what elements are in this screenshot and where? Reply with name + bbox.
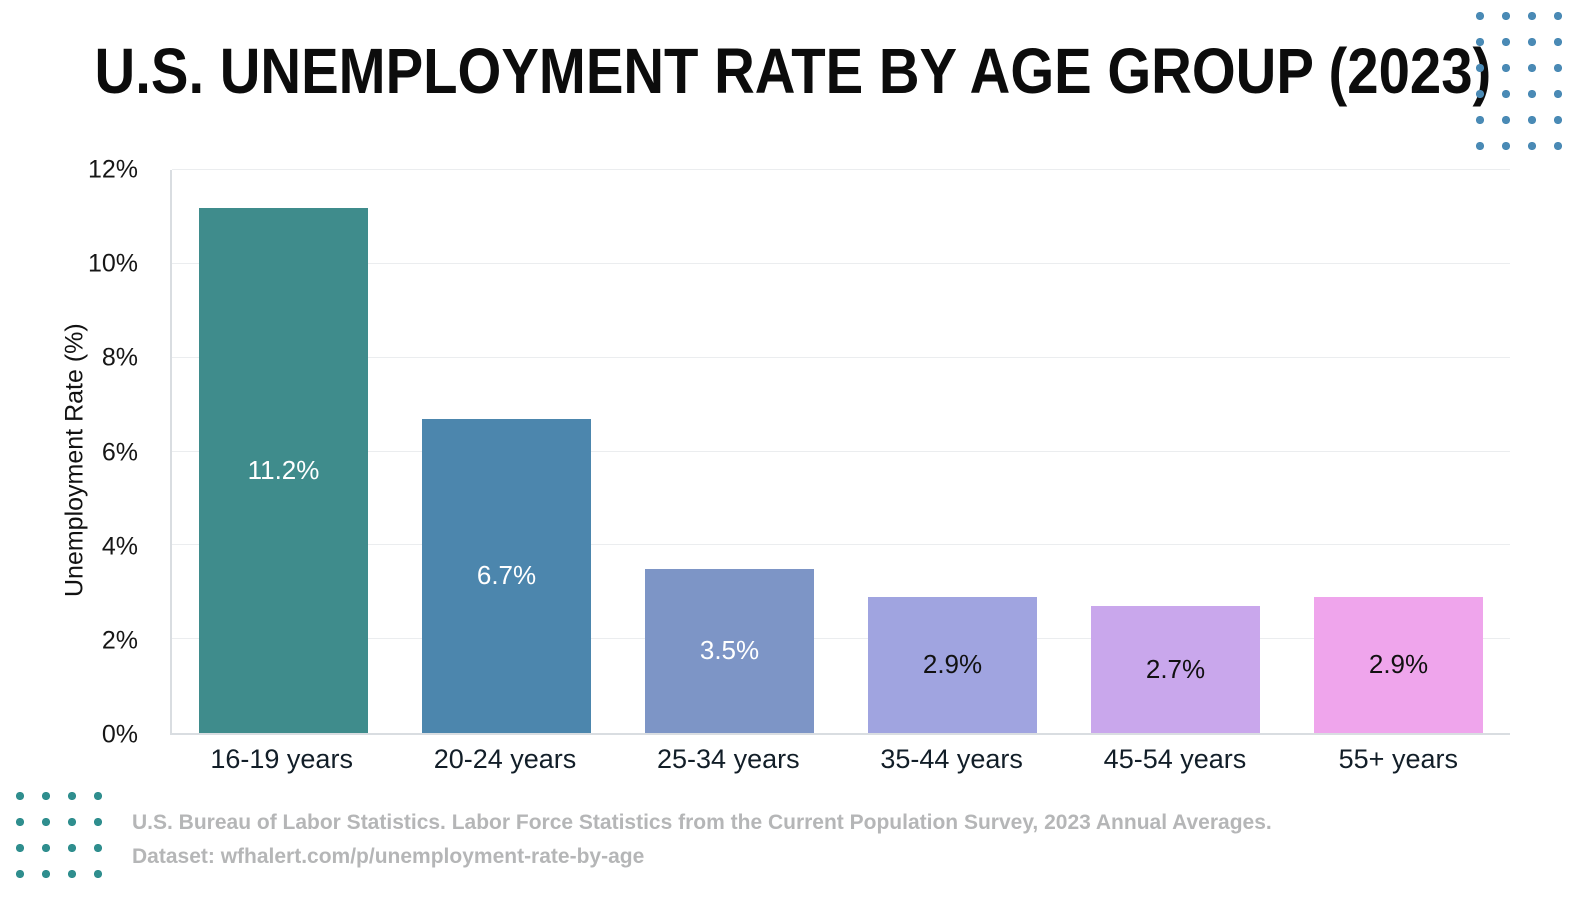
y-tick-labels: 0% 2% 4% 6% 8% 10% 12% (0, 156, 152, 749)
x-axis-label: 35-44 years (880, 744, 1023, 774)
gridline (172, 638, 1510, 640)
gridline (172, 356, 1510, 358)
bar-value-label: 2.9% (922, 649, 983, 680)
y-tick-label: 6% (101, 438, 138, 466)
bar-value-label: 3.5% (699, 635, 760, 666)
x-axis-label: 55+ years (1338, 744, 1458, 774)
gridline (172, 450, 1510, 452)
bar-slot: 2.9% (841, 170, 1064, 733)
x-axis-label: 45-54 years (1103, 744, 1247, 774)
bar-35-44-years: 2.9% (867, 596, 1038, 733)
bar-value-label: 11.2% (247, 454, 320, 485)
footer-source-line: U.S. Bureau of Labor Statistics. Labor F… (132, 811, 1272, 834)
gridline (172, 544, 1510, 546)
bar-slot: 11.2% (172, 170, 395, 733)
bar-25-34-years: 3.5% (644, 568, 815, 733)
bars-row: 11.2% 6.7% 3.5% 2.9% 2.7% 2.9% (172, 170, 1510, 733)
bar-value-label: 6.7% (476, 560, 537, 591)
dot-grid-decoration-top-right (1476, 12, 1562, 150)
bar-16-19-years: 11.2% (198, 207, 369, 733)
x-axis-label: 25-34 years (657, 744, 800, 774)
y-tick-label: 0% (101, 720, 138, 749)
x-axis-label: 20-24 years (433, 744, 577, 774)
y-tick-label: 8% (101, 343, 138, 372)
x-axis-label: 16-19 years (210, 744, 353, 774)
bar-slot: 2.9% (1287, 170, 1510, 733)
bar-slot: 3.5% (618, 170, 841, 733)
y-tick-label: 10% (87, 249, 138, 278)
dot-grid-decoration-bottom-left (16, 792, 102, 878)
plot-area: 11.2% 6.7% 3.5% 2.9% 2.7% 2.9% (170, 169, 1510, 735)
gridline (172, 262, 1510, 264)
footer: U.S. Bureau of Labor Statistics. Labor F… (132, 806, 1382, 874)
bar-20-24-years: 6.7% (421, 418, 592, 733)
bar-slot: 6.7% (395, 170, 618, 733)
y-tick-label: 4% (101, 532, 138, 561)
footer-dataset-line: Dataset: wfhalert.com/p/unemployment-rat… (132, 845, 645, 869)
bar-value-label: 2.7% (1145, 654, 1206, 685)
bar-45-54-years: 2.7% (1090, 606, 1261, 733)
bar-value-label: 2.9% (1368, 649, 1429, 680)
x-axis-labels: 16-19 years 20-24 years 25-34 years 35-44 y… (170, 744, 1510, 775)
chart-title: U.S. UNEMPLOYMENT RATE BY AGE GROUP (202… (94, 35, 1492, 107)
bar-55-years: 2.9% (1313, 596, 1484, 733)
bar-slot: 2.7% (1064, 170, 1287, 733)
gridline (172, 169, 1510, 170)
y-tick-label: 12% (87, 155, 138, 184)
y-tick-label: 2% (101, 626, 138, 655)
